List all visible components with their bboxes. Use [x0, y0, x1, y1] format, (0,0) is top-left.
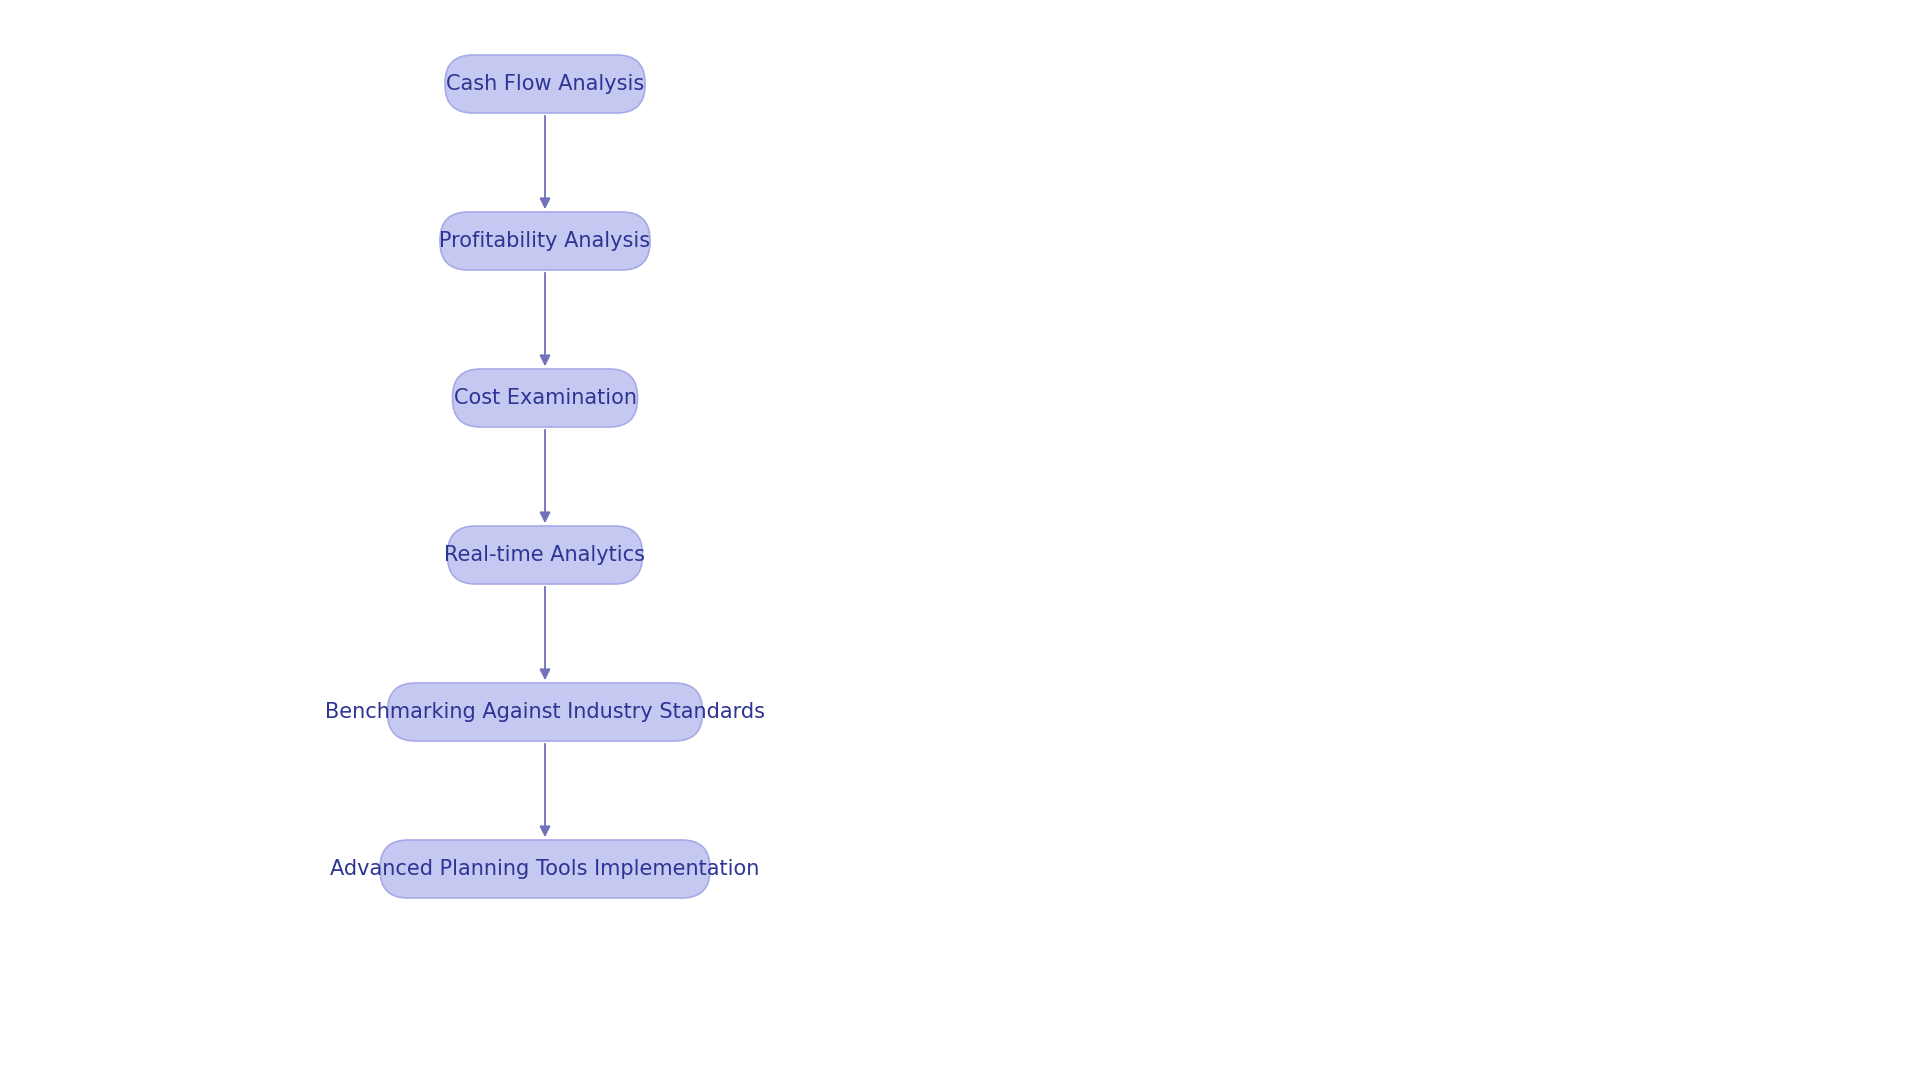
Text: Cash Flow Analysis: Cash Flow Analysis: [445, 74, 643, 94]
Text: Real-time Analytics: Real-time Analytics: [445, 545, 645, 565]
Text: Advanced Planning Tools Implementation: Advanced Planning Tools Implementation: [330, 859, 760, 879]
Text: Cost Examination: Cost Examination: [453, 388, 637, 408]
FancyBboxPatch shape: [440, 212, 651, 270]
Text: Profitability Analysis: Profitability Analysis: [440, 231, 651, 251]
FancyBboxPatch shape: [453, 369, 637, 427]
FancyBboxPatch shape: [447, 526, 643, 584]
FancyBboxPatch shape: [445, 55, 645, 113]
FancyBboxPatch shape: [380, 840, 710, 898]
FancyBboxPatch shape: [388, 683, 703, 741]
Text: Benchmarking Against Industry Standards: Benchmarking Against Industry Standards: [324, 702, 764, 722]
